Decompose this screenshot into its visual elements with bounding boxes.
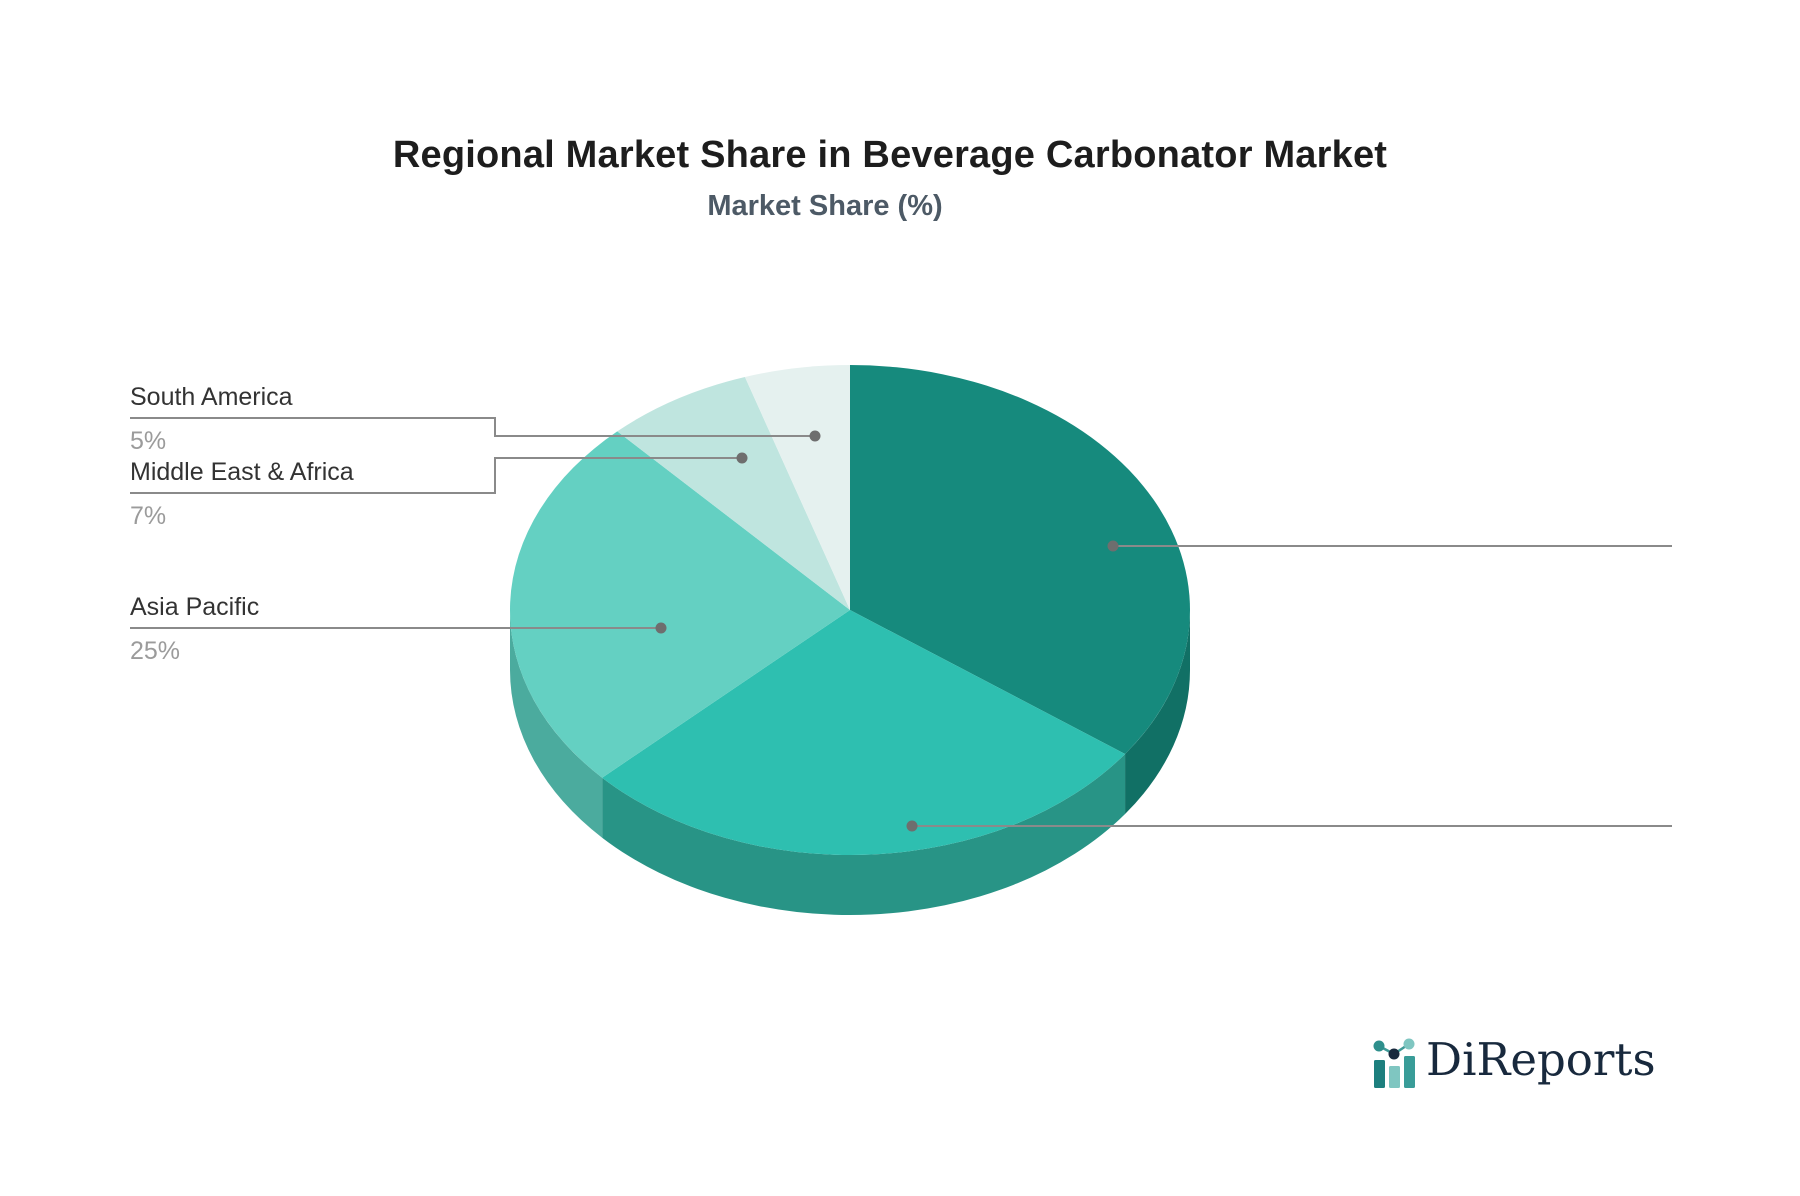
leader-dot-europe [906, 820, 918, 832]
callout-name: South America [130, 383, 293, 411]
callout-name: Middle East & Africa [130, 458, 354, 486]
leader-dot-north-america [1107, 540, 1119, 552]
callout-name: Asia Pacific [130, 593, 260, 621]
chart-subtitle: Market Share (%) [707, 190, 943, 222]
callout-value: 7% [130, 502, 167, 530]
pie-side-europe [602, 754, 1126, 916]
logo-chart-icon [1373, 1038, 1415, 1088]
leader-dot-middle-east-africa [736, 452, 748, 464]
pie-slice-south-america[interactable] [744, 365, 850, 610]
pie-slice-north-america[interactable] [850, 365, 1190, 755]
pie-slice-europe[interactable] [602, 610, 1126, 855]
pie-side-asia-pacific [510, 610, 603, 838]
leader-dot-asia-pacific [655, 622, 667, 634]
callout-value: 25% [130, 637, 181, 665]
chart-title: Regional Market Share in Beverage Carbon… [392, 134, 1388, 176]
leader-line-middle-east-africa [130, 457, 742, 494]
pie-slice-asia-pacific[interactable] [509, 431, 850, 778]
callout-value: 5% [130, 427, 167, 455]
pie-side-north-america [1125, 610, 1190, 815]
leader-line-south-america [130, 417, 815, 437]
leader-dot-south-america [809, 430, 821, 442]
logo-text: DiReports [1426, 1033, 1656, 1086]
logo: DiReports [1373, 1032, 1656, 1088]
